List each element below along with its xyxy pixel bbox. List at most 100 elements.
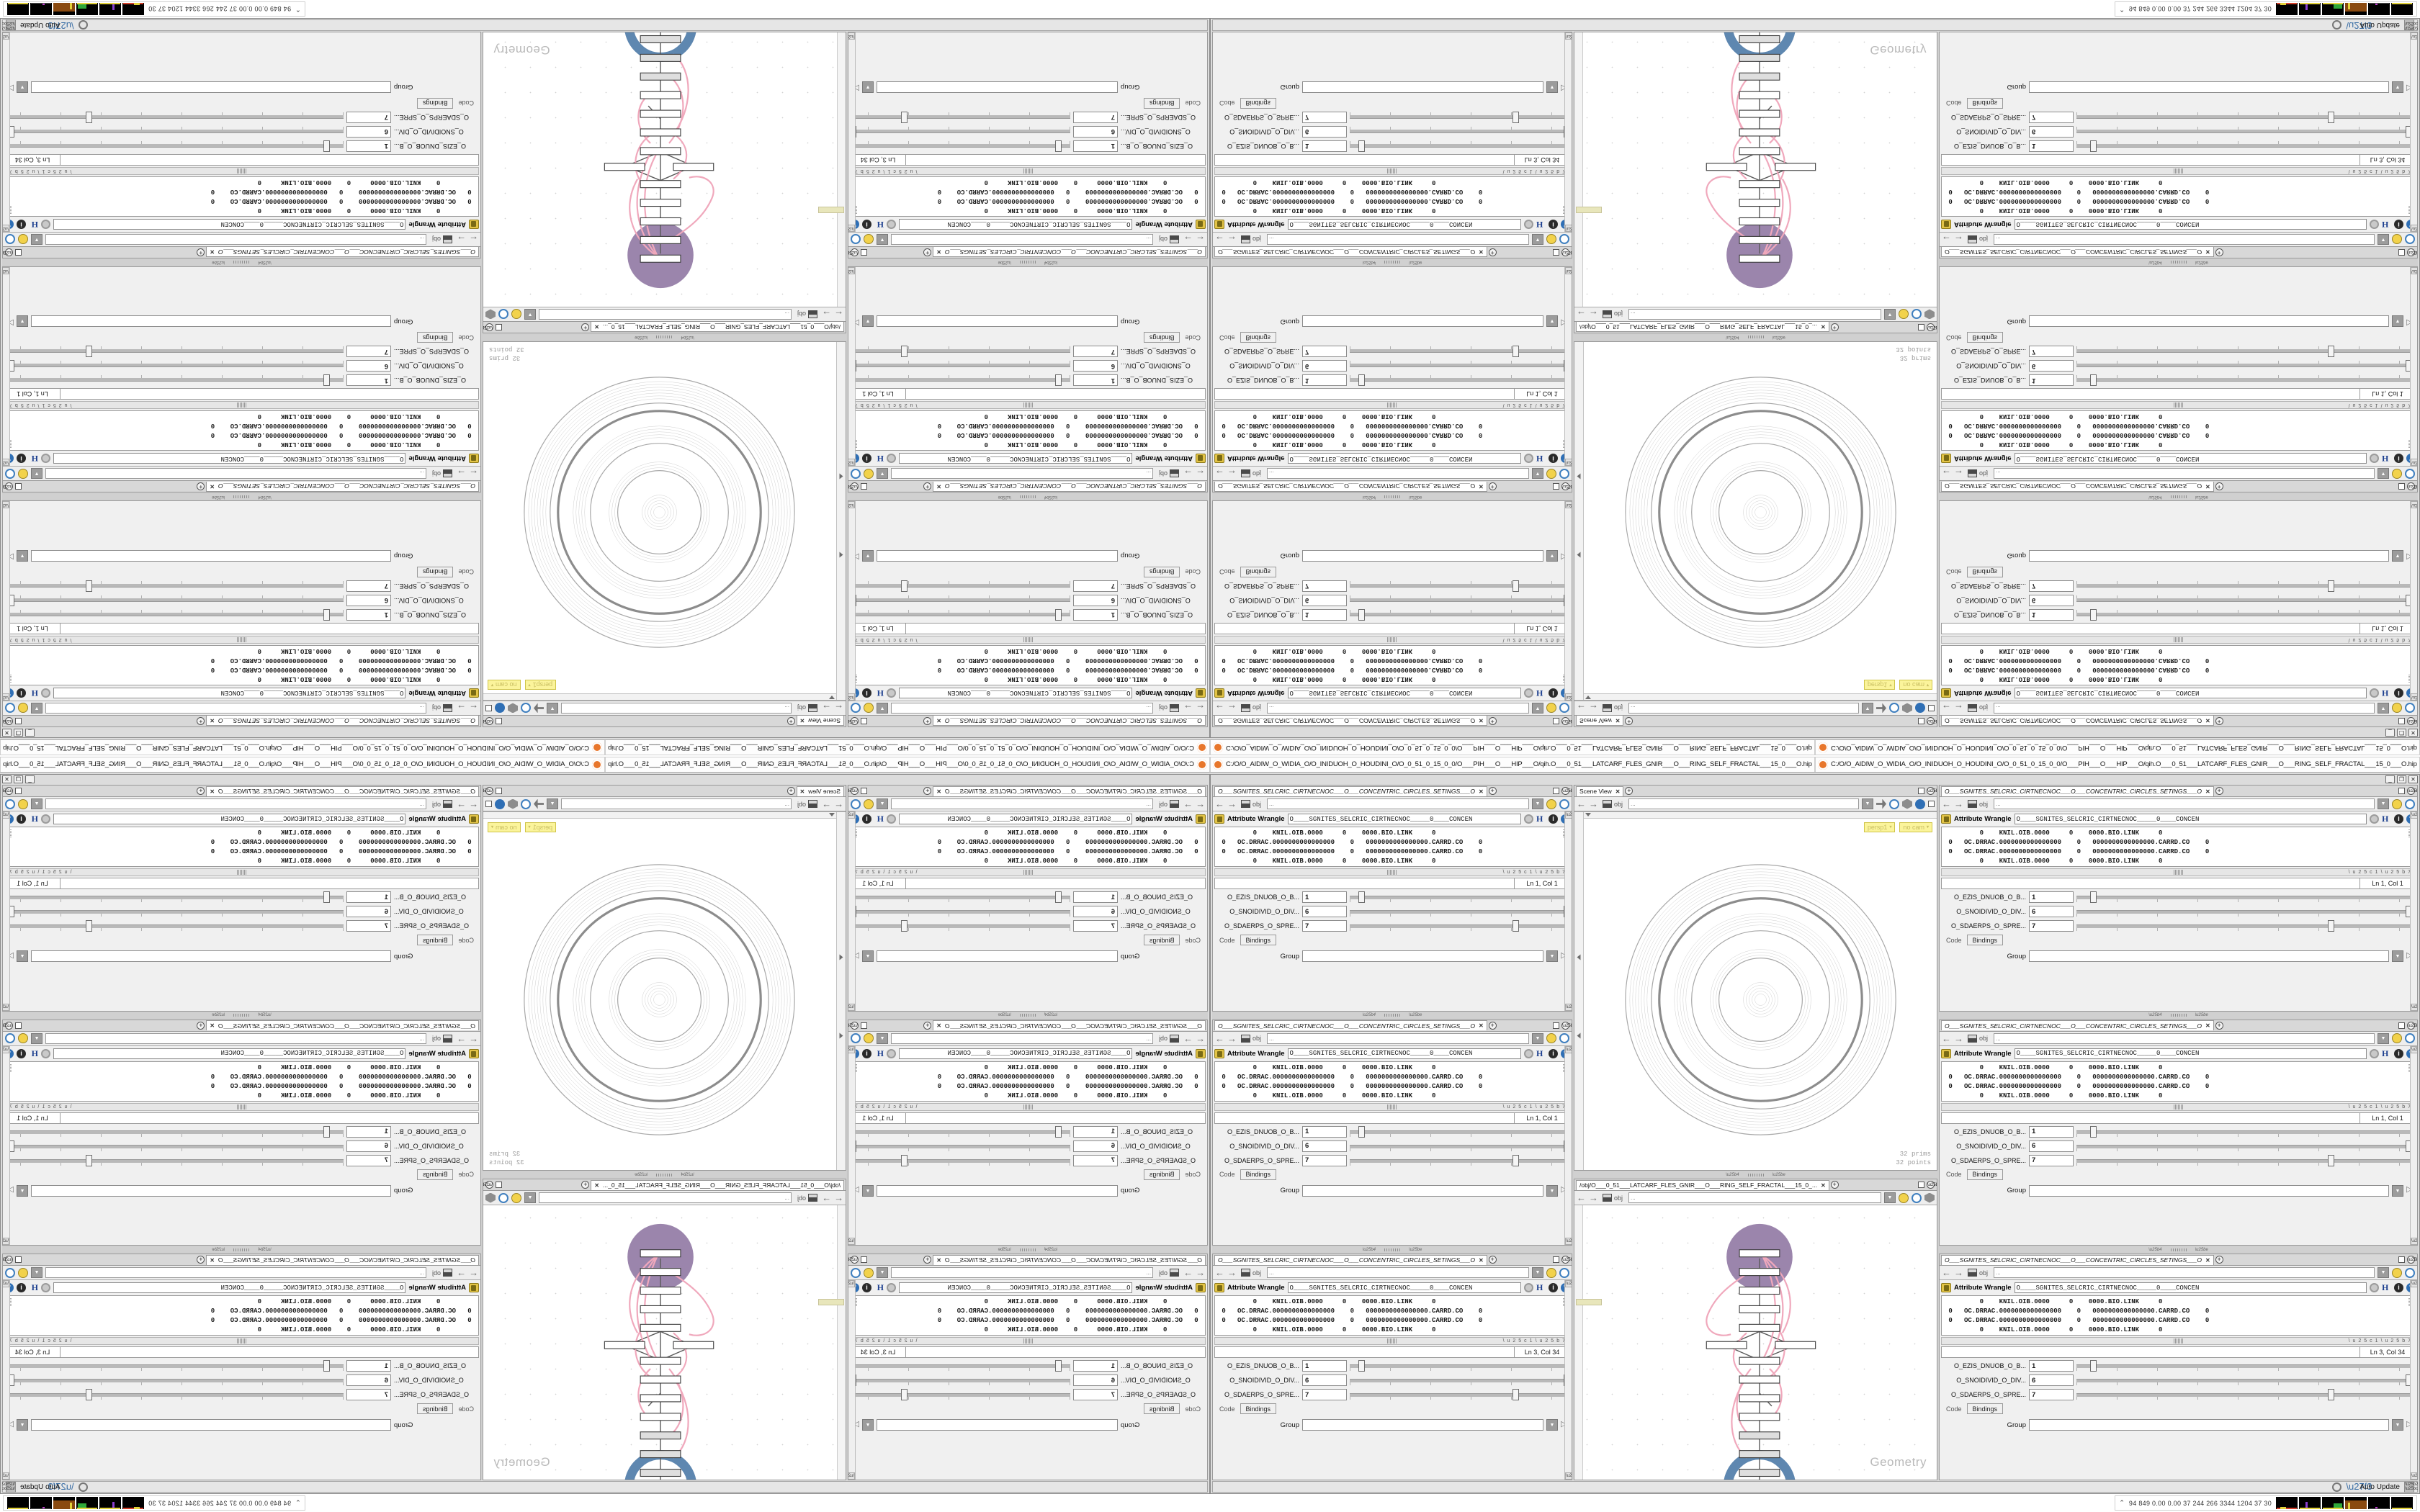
param-slider[interactable] xyxy=(4,1140,344,1152)
param-slider[interactable] xyxy=(850,891,1070,903)
back-icon[interactable]: ← xyxy=(1577,798,1586,809)
chevron-down-icon[interactable]: ▼ xyxy=(862,81,874,93)
param-slider[interactable] xyxy=(4,1374,344,1387)
code-horizontal-scrollbar[interactable]: \u25c1\u25b7 xyxy=(1941,401,2416,410)
maximize-pane-icon[interactable] xyxy=(496,718,502,724)
chevron-down-icon[interactable]: ▼ xyxy=(524,309,536,320)
tab-parameter-editor[interactable]: O___SGNITES_SELCRIC_CIRTNECNOC___O___CON… xyxy=(1941,786,2214,796)
tab-bindings[interactable]: Bindings xyxy=(416,935,454,945)
eye-icon[interactable] xyxy=(2405,468,2415,479)
param-slider[interactable] xyxy=(2076,595,2416,606)
scroll-arrows-icon[interactable]: \u25c1\u25b7 xyxy=(2348,870,2414,875)
tab-parameter-editor[interactable]: O___SGNITES_SELCRIC_CIRTNECNOC___O___CON… xyxy=(1941,1254,2214,1265)
back-icon[interactable]: ← xyxy=(1196,798,1205,809)
param-value-input[interactable]: 7 xyxy=(1302,346,1347,358)
pane-menu-icon[interactable]: \u25be xyxy=(848,787,859,795)
node-name-input[interactable]: O____SGNITES_SELCRIC_CIRTNECNOC_____0___… xyxy=(899,453,1133,464)
group-picker-icon[interactable]: ▷ xyxy=(1561,1186,1570,1195)
tab-code[interactable]: Code xyxy=(1219,333,1235,341)
maximize-pane-icon[interactable] xyxy=(2398,788,2405,794)
chevron-down-icon[interactable]: ▼ xyxy=(2392,1419,2403,1431)
param-value-input[interactable]: 6 xyxy=(346,125,391,138)
context-chip[interactable]: obj xyxy=(1966,1267,1991,1278)
parameter-scrollbar[interactable]: \u25b2 \u25bc xyxy=(2410,32,2418,232)
eye-icon[interactable] xyxy=(521,798,531,809)
eye-icon[interactable] xyxy=(851,234,861,245)
context-chip[interactable]: obj xyxy=(1601,309,1626,320)
close-button[interactable]: ✕ xyxy=(2408,729,2418,737)
gear-icon[interactable] xyxy=(2370,1283,2379,1293)
path-input[interactable]: ... xyxy=(1267,703,1529,714)
bulb-icon[interactable] xyxy=(1546,234,1556,245)
tab-parameter-editor[interactable]: O___SGNITES_SELCRIC_CIRTNECNOC___O___CON… xyxy=(933,247,1206,258)
gear-icon[interactable] xyxy=(2370,1048,2379,1058)
param-value-input[interactable]: 7 xyxy=(1073,111,1118,123)
forward-icon[interactable]: → xyxy=(1954,1032,1963,1044)
close-icon[interactable]: ✕ xyxy=(2205,248,2210,256)
forward-icon[interactable]: → xyxy=(1589,309,1598,320)
param-slider[interactable] xyxy=(850,125,1070,138)
eye-icon[interactable] xyxy=(5,798,15,809)
chevron-down-icon[interactable]: ▼ xyxy=(31,1032,42,1044)
tab-code[interactable]: Code xyxy=(458,99,474,107)
param-value-input[interactable]: 1 xyxy=(1302,1125,1347,1138)
pane-menu-icon[interactable]: \u25be xyxy=(1927,1181,1937,1189)
code-horizontal-scrollbar[interactable]: \u25c1\u25b7 xyxy=(850,401,1206,410)
tray-performance-graphs[interactable] xyxy=(2276,3,2413,15)
tab-parameter-editor[interactable]: O___SGNITES_SELCRIC_CIRTNECNOC___O___CON… xyxy=(1214,1254,1487,1265)
param-value-input[interactable]: 1 xyxy=(1073,1125,1118,1138)
forward-icon[interactable]: → xyxy=(1954,468,1963,480)
back-icon[interactable]: ← xyxy=(834,798,843,809)
taskbar-item[interactable]: C:/O/O_AIDIW_O_WIDIA_O/O_INIDUOH_O_HOUDI… xyxy=(1210,739,1815,756)
scroll-arrows-icon[interactable]: \u25c1\u25b7 xyxy=(6,1338,72,1344)
forward-icon[interactable]: → xyxy=(822,703,831,714)
tab-parameter-editor[interactable]: O___SGNITES_SELCRIC_CIRTNECNOC___O___CON… xyxy=(1214,1020,1487,1031)
tab-bindings[interactable]: Bindings xyxy=(1966,567,2004,577)
path-input[interactable]: ... xyxy=(561,703,792,714)
tab-code[interactable]: Code xyxy=(1185,99,1201,107)
group-input[interactable] xyxy=(877,1419,1118,1431)
scrollbar-grip-icon[interactable] xyxy=(1387,168,1397,174)
tab-bindings[interactable]: Bindings xyxy=(1143,567,1180,577)
pin-icon[interactable] xyxy=(534,799,544,809)
scrollbar-grip-icon[interactable] xyxy=(1023,1104,1033,1110)
add-tab-icon[interactable]: + xyxy=(1488,1256,1497,1264)
vex-code-editor[interactable]: 0 KNIL.OIB.0000 0 0000.BIO.LINK 0 0 OC.D… xyxy=(1214,645,1570,685)
scroll-up-icon[interactable]: \u25b2 xyxy=(848,693,855,701)
tab-bindings[interactable]: Bindings xyxy=(1240,935,1277,945)
param-slider[interactable] xyxy=(2076,346,2416,358)
path-input[interactable]: ... xyxy=(45,1032,426,1044)
path-input[interactable]: ... xyxy=(1267,798,1529,809)
viewport-top-toolbar[interactable] xyxy=(1584,812,1937,819)
taskbar-item[interactable]: C:/O/O_AIDIW_O_WIDIA_O/O_INIDUOH_O_HOUDI… xyxy=(605,756,1210,773)
context-chip[interactable]: obj xyxy=(1601,703,1626,714)
gear-icon[interactable] xyxy=(41,219,50,229)
pin-icon[interactable] xyxy=(1876,703,1886,714)
param-slider[interactable] xyxy=(1350,906,1570,917)
path-input[interactable]: ... xyxy=(45,1267,426,1279)
chevron-down-icon[interactable]: ▼ xyxy=(31,798,42,809)
code-horizontal-scrollbar[interactable]: \u25c1\u25b7 xyxy=(1941,1337,2416,1346)
houdini-h-icon[interactable]: H xyxy=(1536,814,1543,824)
tab-parameter-editor[interactable]: O___SGNITES_SELCRIC_CIRTNECNOC___O___CON… xyxy=(206,786,479,796)
chevron-down-icon[interactable]: ▾ xyxy=(1889,824,1892,829)
scroll-down-icon[interactable]: \u25bc xyxy=(1565,1003,1572,1011)
auto-update-stepper[interactable]: \u25b2 \u25bc xyxy=(2404,1481,2419,1493)
bulb-icon[interactable] xyxy=(511,309,521,320)
param-slider[interactable] xyxy=(4,346,344,358)
tab-code[interactable]: Code xyxy=(1946,568,1962,576)
bulb-icon[interactable] xyxy=(511,1192,521,1203)
bulb-icon[interactable] xyxy=(18,703,28,714)
scroll-arrows-icon[interactable]: \u25c1\u25b7 xyxy=(6,1104,72,1110)
back-icon[interactable]: ← xyxy=(1577,309,1586,320)
tab-code[interactable]: Code xyxy=(1219,1405,1235,1413)
add-tab-icon[interactable]: + xyxy=(923,1021,932,1030)
close-icon[interactable]: ✕ xyxy=(1820,1182,1826,1189)
back-icon[interactable]: ← xyxy=(469,1032,478,1044)
code-horizontal-scrollbar[interactable]: \u25c1\u25b7 xyxy=(850,1102,1206,1111)
back-icon[interactable]: ← xyxy=(1942,233,1951,245)
tab-bindings[interactable]: Bindings xyxy=(1143,935,1180,945)
close-icon[interactable]: ✕ xyxy=(1478,482,1484,490)
network-tools-icon[interactable] xyxy=(1924,310,1935,320)
shading-mode-icon[interactable] xyxy=(495,798,505,809)
